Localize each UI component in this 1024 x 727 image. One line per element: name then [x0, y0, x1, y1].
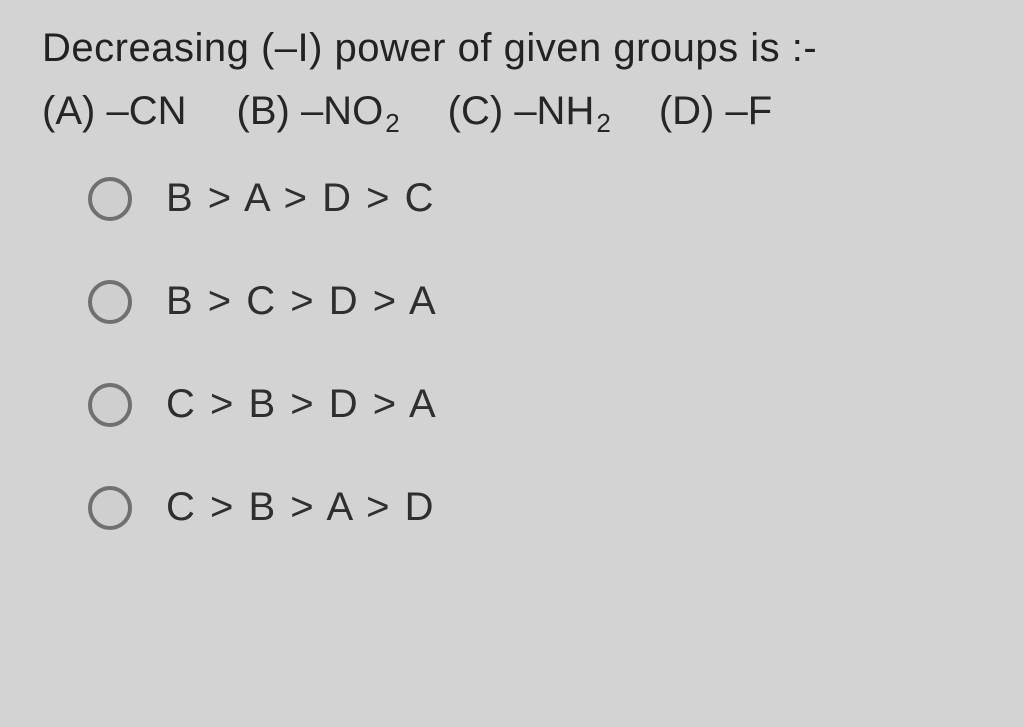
- radio-icon[interactable]: [88, 280, 132, 324]
- radio-icon[interactable]: [88, 177, 132, 221]
- group-formula: –F: [725, 89, 772, 134]
- option-label: C > B > A > D: [166, 485, 435, 530]
- group-sub: 2: [385, 108, 399, 139]
- group-formula: –NH: [514, 89, 594, 134]
- group-a: (A) –CN: [42, 89, 188, 134]
- radio-icon[interactable]: [88, 486, 132, 530]
- option-4[interactable]: C > B > A > D: [88, 485, 1024, 530]
- options-list: B > A > D > C B > C > D > A C > B > D > …: [42, 176, 1024, 530]
- option-label: C > B > D > A: [166, 382, 438, 427]
- option-1[interactable]: B > A > D > C: [88, 176, 1024, 221]
- option-label: B > C > D > A: [166, 279, 438, 324]
- option-2[interactable]: B > C > D > A: [88, 279, 1024, 324]
- option-label: B > A > D > C: [166, 176, 435, 221]
- question-stem: Decreasing (–I) power of given groups is…: [42, 26, 1024, 71]
- group-formula: –CN: [106, 89, 186, 134]
- group-letter: D: [672, 89, 701, 134]
- group-c: (C) –NH2: [448, 89, 611, 134]
- group-letter: C: [461, 89, 490, 134]
- radio-icon[interactable]: [88, 383, 132, 427]
- group-formula: –NO: [301, 89, 383, 134]
- option-3[interactable]: C > B > D > A: [88, 382, 1024, 427]
- group-sub: 2: [596, 108, 610, 139]
- group-letter: B: [250, 89, 277, 134]
- question-page: Decreasing (–I) power of given groups is…: [0, 0, 1024, 530]
- group-b: (B) –NO2: [236, 89, 399, 134]
- group-letter: A: [55, 89, 82, 134]
- group-d: (D) –F: [659, 89, 774, 134]
- groups-row: (A) –CN (B) –NO2 (C) –NH2 (D) –F: [42, 89, 1024, 134]
